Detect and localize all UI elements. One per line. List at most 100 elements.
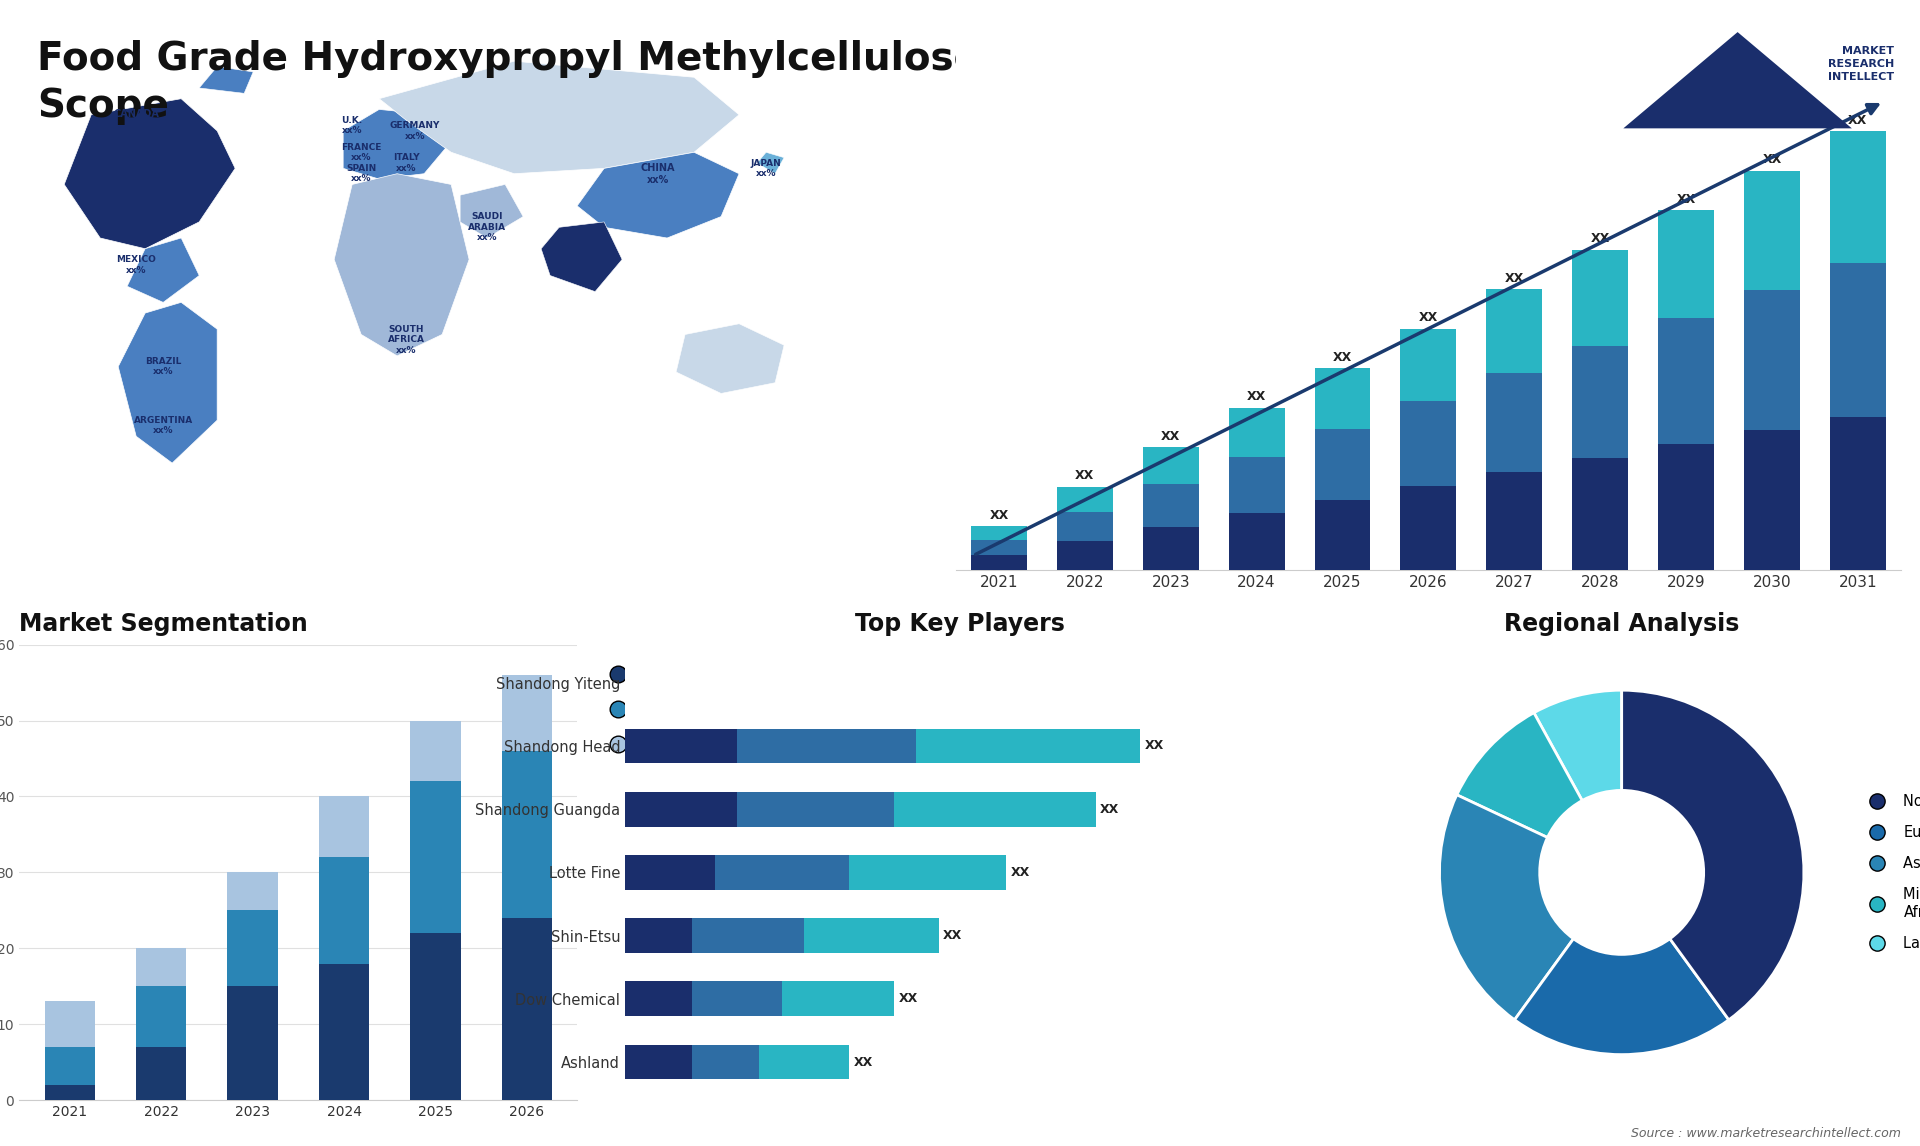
Text: SAUDI
ARABIA
xx%: SAUDI ARABIA xx% bbox=[468, 212, 507, 242]
Bar bbox=[44, 1085, 94, 1100]
Text: CHINA
xx%: CHINA xx% bbox=[641, 163, 676, 185]
Bar bbox=[1486, 472, 1542, 571]
Text: XX: XX bbox=[899, 992, 918, 1005]
Bar bbox=[136, 1047, 186, 1100]
Polygon shape bbox=[578, 152, 739, 238]
Bar bbox=[44, 1002, 94, 1047]
Text: XX: XX bbox=[1075, 470, 1094, 482]
Polygon shape bbox=[119, 303, 217, 463]
Bar bbox=[626, 918, 693, 953]
Bar bbox=[1229, 456, 1284, 513]
Polygon shape bbox=[200, 66, 253, 93]
Bar bbox=[227, 910, 278, 987]
Wedge shape bbox=[1515, 939, 1728, 1054]
Bar bbox=[895, 792, 1096, 826]
Bar bbox=[626, 792, 737, 826]
Bar bbox=[319, 964, 369, 1100]
Text: FRANCE
xx%: FRANCE xx% bbox=[342, 142, 382, 162]
Polygon shape bbox=[63, 99, 234, 249]
Polygon shape bbox=[1622, 32, 1851, 128]
Bar bbox=[1659, 319, 1715, 445]
Text: U.S.
xx%: U.S. xx% bbox=[88, 174, 111, 195]
Polygon shape bbox=[461, 185, 522, 238]
Polygon shape bbox=[756, 152, 783, 174]
Text: SPAIN
xx%: SPAIN xx% bbox=[346, 164, 376, 183]
Bar bbox=[804, 918, 939, 953]
Bar bbox=[626, 855, 714, 889]
Bar bbox=[136, 987, 186, 1047]
Text: XX: XX bbox=[943, 929, 962, 942]
Bar bbox=[1743, 431, 1799, 571]
Bar bbox=[693, 981, 781, 1017]
Title: Regional Analysis: Regional Analysis bbox=[1503, 612, 1740, 636]
Circle shape bbox=[1540, 791, 1703, 955]
Bar bbox=[1142, 485, 1198, 527]
Bar bbox=[1229, 408, 1284, 456]
Text: Market Segmentation: Market Segmentation bbox=[19, 612, 307, 636]
Bar bbox=[1743, 171, 1799, 290]
Bar bbox=[693, 918, 804, 953]
Bar bbox=[1830, 262, 1885, 416]
Bar bbox=[693, 1045, 760, 1080]
Polygon shape bbox=[334, 174, 468, 356]
Wedge shape bbox=[1440, 795, 1574, 1020]
Text: ARGENTINA
xx%: ARGENTINA xx% bbox=[134, 416, 192, 435]
Wedge shape bbox=[1457, 713, 1582, 838]
Bar bbox=[760, 1045, 849, 1080]
Legend: North America, Europe, Asia Pacific, Middle East &
Africa, Latin America: North America, Europe, Asia Pacific, Mid… bbox=[1857, 788, 1920, 957]
Bar bbox=[1400, 486, 1455, 571]
Text: XX: XX bbox=[1010, 866, 1029, 879]
Bar bbox=[1486, 289, 1542, 374]
Bar bbox=[1743, 290, 1799, 431]
Text: Food Grade Hydroxypropyl Methylcellulose Market Size and
Scope: Food Grade Hydroxypropyl Methylcellulose… bbox=[36, 40, 1346, 125]
Bar bbox=[411, 782, 461, 933]
Text: XX: XX bbox=[1144, 739, 1164, 753]
Bar bbox=[1142, 527, 1198, 571]
Bar bbox=[501, 751, 553, 918]
Polygon shape bbox=[676, 324, 783, 393]
Text: INDIA
xx%: INDIA xx% bbox=[553, 254, 584, 276]
Bar bbox=[972, 555, 1027, 571]
Bar bbox=[626, 981, 693, 1017]
Bar bbox=[227, 872, 278, 910]
Bar bbox=[626, 1045, 693, 1080]
Bar bbox=[714, 855, 849, 889]
Text: BRAZIL
xx%: BRAZIL xx% bbox=[146, 356, 180, 376]
Bar bbox=[972, 540, 1027, 555]
Text: XX: XX bbox=[1676, 193, 1695, 205]
Bar bbox=[319, 857, 369, 964]
Text: ITALY
xx%: ITALY xx% bbox=[394, 154, 419, 173]
Bar bbox=[1400, 329, 1455, 401]
Text: XX: XX bbox=[1246, 391, 1265, 403]
Bar bbox=[227, 987, 278, 1100]
Bar bbox=[1572, 458, 1628, 571]
Text: GERMANY
xx%: GERMANY xx% bbox=[390, 121, 440, 141]
Text: SOUTH
AFRICA
xx%: SOUTH AFRICA xx% bbox=[388, 325, 424, 355]
Text: XX: XX bbox=[1590, 233, 1609, 245]
Bar bbox=[1229, 513, 1284, 571]
Bar bbox=[1830, 416, 1885, 571]
Bar bbox=[1142, 447, 1198, 485]
Text: CANADA
xx%: CANADA xx% bbox=[113, 109, 159, 131]
Bar bbox=[1830, 131, 1885, 262]
Text: XX: XX bbox=[1162, 430, 1181, 442]
Bar bbox=[1056, 487, 1114, 512]
Wedge shape bbox=[1622, 690, 1805, 1020]
Bar bbox=[411, 933, 461, 1100]
Bar bbox=[916, 729, 1140, 763]
Bar bbox=[1056, 541, 1114, 571]
Bar bbox=[1400, 401, 1455, 486]
Bar bbox=[1572, 250, 1628, 346]
Bar bbox=[44, 1047, 94, 1085]
Bar bbox=[849, 855, 1006, 889]
Bar bbox=[1572, 346, 1628, 458]
Text: XX: XX bbox=[854, 1055, 874, 1068]
Polygon shape bbox=[541, 222, 622, 291]
Text: XX: XX bbox=[1763, 154, 1782, 166]
Polygon shape bbox=[127, 238, 200, 303]
Bar bbox=[1486, 374, 1542, 472]
Bar bbox=[501, 918, 553, 1100]
Bar bbox=[1659, 210, 1715, 319]
Bar bbox=[1315, 429, 1371, 500]
Text: XX: XX bbox=[1100, 802, 1119, 816]
